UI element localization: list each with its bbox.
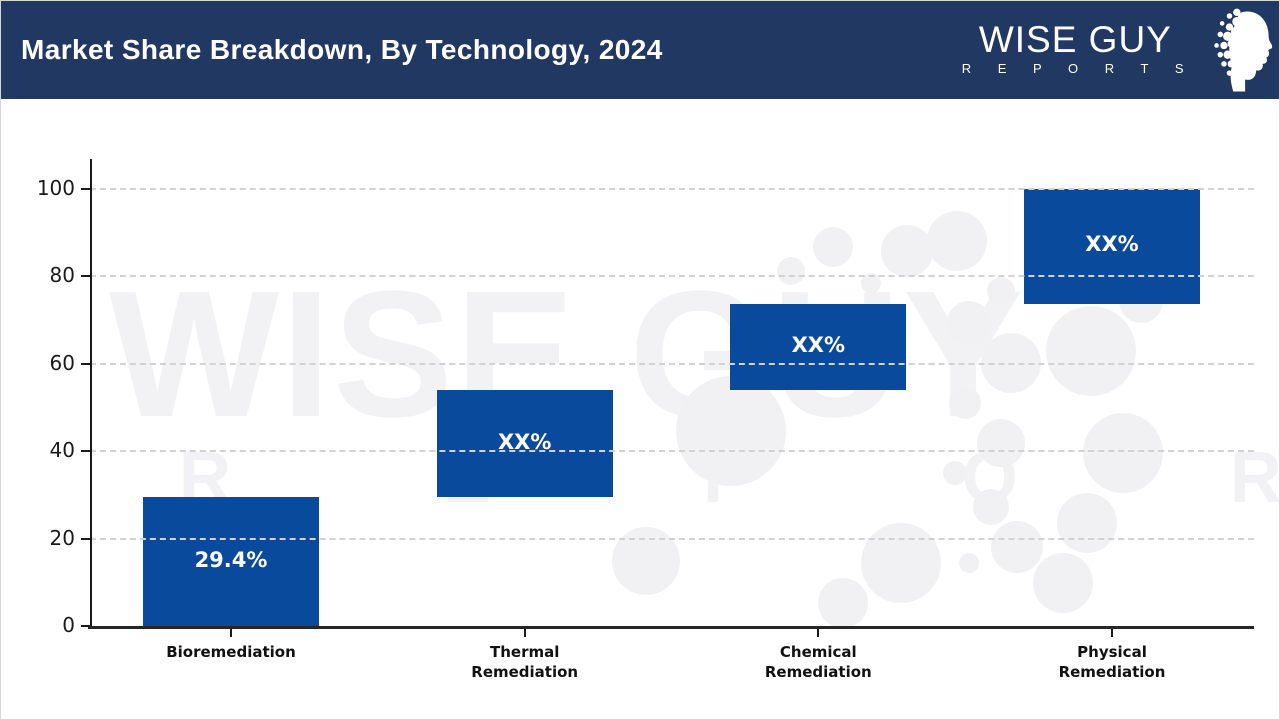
brand-subtitle: R E P O R T S — [961, 61, 1195, 76]
bar-value-label: 29.4% — [194, 547, 268, 572]
brand-logo-text: WISE GUY R E P O R T S — [956, 19, 1195, 77]
x-axis-tick-mark — [523, 628, 526, 637]
bar-bioremediation — [143, 497, 319, 626]
bar-thermal-remediation — [436, 390, 613, 498]
y-axis-tick-label: 40 — [49, 438, 75, 462]
y-axis-tick-mark — [81, 362, 90, 365]
x-axis-category-label: Physical Remediation — [1002, 642, 1222, 682]
y-axis-tick-label: 60 — [49, 350, 75, 375]
header-bar: Market Share Breakdown, By Technology, 2… — [1, 1, 1279, 99]
x-axis-tick-mark — [817, 628, 820, 637]
gridline — [90, 187, 1254, 190]
gridline — [90, 362, 1254, 365]
y-axis-tick-mark — [81, 625, 90, 627]
y-axis-tick-mark — [81, 450, 90, 452]
bar-value-label: XX% — [1085, 232, 1139, 257]
category-label-line: Thermal — [490, 643, 560, 661]
x-axis-tick-mark — [1111, 628, 1113, 637]
gridline — [90, 275, 1254, 277]
brand-logo: WISE GUY R E P O R T S — [962, 1, 1275, 99]
dotted-head-icon — [1214, 8, 1273, 92]
y-axis-tick-label: 100 — [36, 175, 75, 200]
category-label-line: Physical — [1077, 643, 1147, 661]
x-axis-category-label: Thermal Remediation — [415, 642, 635, 682]
x-axis-category-label: Chemical Remediation — [708, 642, 928, 682]
y-axis-line — [90, 159, 92, 628]
y-axis-tick-label: 20 — [49, 525, 75, 550]
category-label-line: Bioremediation — [166, 643, 296, 661]
y-axis-tick-mark — [81, 187, 90, 190]
category-label-line: Chemical — [779, 643, 857, 661]
bar-value-label: XX% — [497, 429, 552, 454]
x-axis-line — [88, 626, 1254, 629]
x-axis-category-label: Bioremediation — [121, 642, 341, 662]
gridline — [90, 450, 1254, 452]
y-axis-tick-label: 0 — [62, 613, 75, 637]
y-axis-tick-mark — [81, 275, 90, 277]
y-axis-tick-mark — [81, 537, 90, 540]
x-axis-tick-mark — [230, 628, 232, 637]
bar-physical-remediation — [1024, 188, 1200, 304]
bar-value-label: XX% — [791, 332, 846, 357]
bar-chemical-remediation — [730, 303, 907, 391]
category-label-line: Remediation — [1058, 663, 1166, 681]
category-label-line: Remediation — [764, 663, 872, 681]
page-title: Market Share Breakdown, By Technology, 2… — [21, 34, 663, 65]
category-label-line: Remediation — [471, 663, 579, 681]
gridline — [90, 537, 1254, 540]
y-axis-tick-label: 80 — [49, 263, 75, 287]
brand-name: WISE GUY — [978, 19, 1172, 60]
